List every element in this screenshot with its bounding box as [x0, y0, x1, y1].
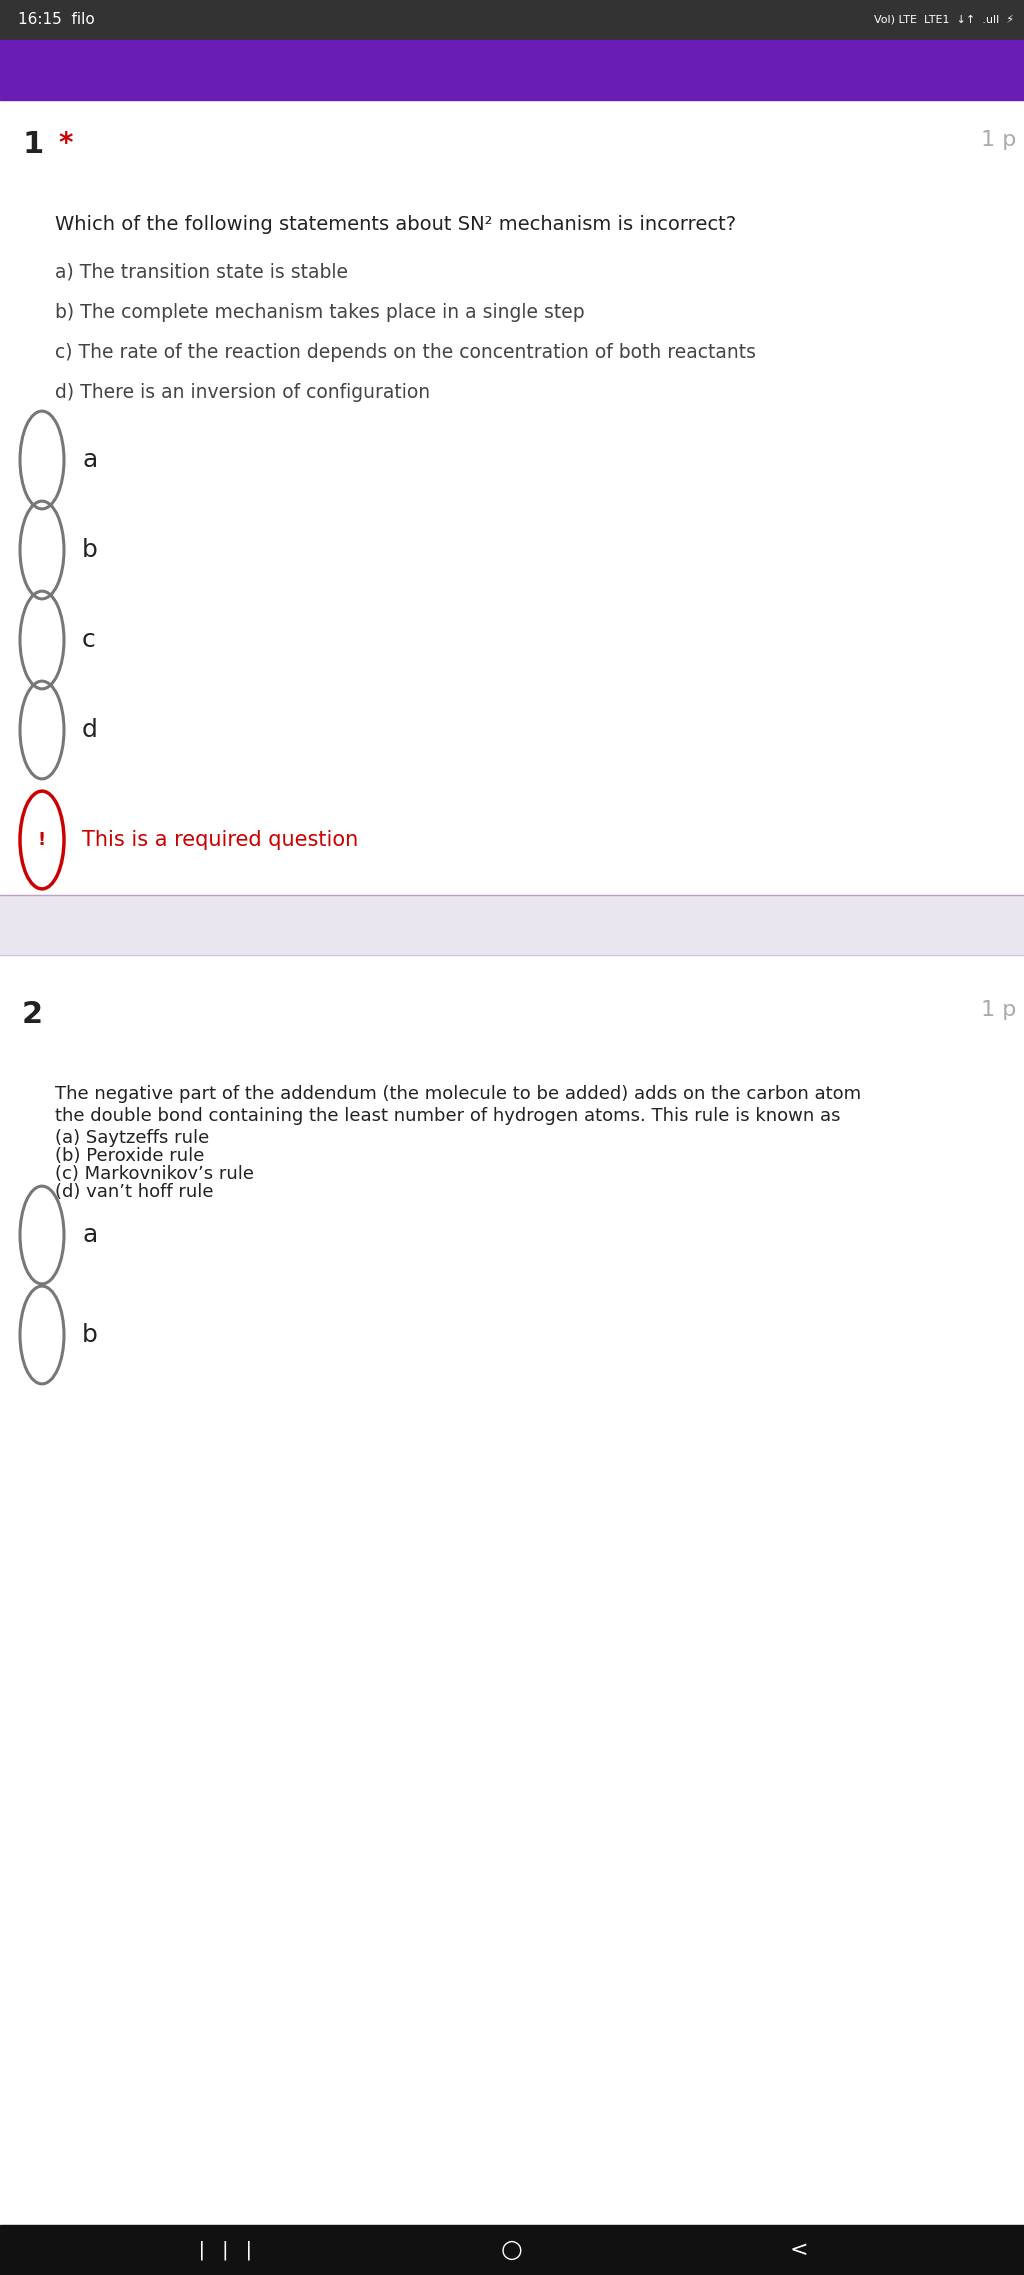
Text: (d) van’t hoff rule: (d) van’t hoff rule — [55, 1183, 213, 1201]
FancyBboxPatch shape — [0, 41, 1024, 100]
Text: Vol) LTE  LTE1  ↓↑  .ull  ⚡: Vol) LTE LTE1 ↓↑ .ull ⚡ — [874, 16, 1014, 25]
Text: 1 p: 1 p — [981, 1001, 1016, 1019]
Text: 2: 2 — [22, 1001, 43, 1028]
Text: !: ! — [38, 830, 46, 849]
Text: (b) Peroxide rule: (b) Peroxide rule — [55, 1147, 205, 1165]
Text: b: b — [82, 537, 98, 562]
Text: 16:15  filo: 16:15 filo — [18, 11, 95, 27]
Text: 1 p: 1 p — [981, 130, 1016, 150]
FancyBboxPatch shape — [0, 0, 1024, 41]
Text: 1: 1 — [22, 130, 43, 159]
Text: c) The rate of the reaction depends on the concentration of both reactants: c) The rate of the reaction depends on t… — [55, 344, 756, 362]
Text: b) The complete mechanism takes place in a single step: b) The complete mechanism takes place in… — [55, 303, 585, 323]
Text: *: * — [58, 130, 73, 157]
Text: The negative part of the addendum (the molecule to be added) adds on the carbon : The negative part of the addendum (the m… — [55, 1085, 861, 1103]
FancyBboxPatch shape — [0, 2225, 1024, 2275]
Text: (a) Saytzeffs rule: (a) Saytzeffs rule — [55, 1128, 209, 1147]
Text: <: < — [790, 2241, 808, 2259]
Text: d) There is an inversion of configuration: d) There is an inversion of configuratio… — [55, 382, 430, 403]
Text: d: d — [82, 719, 98, 742]
Text: the double bond containing the least number of hydrogen atoms. This rule is know: the double bond containing the least num… — [55, 1108, 841, 1126]
Text: ○: ○ — [501, 2239, 523, 2261]
Text: a: a — [82, 1224, 97, 1247]
Text: a: a — [82, 448, 97, 471]
Text: Which of the following statements about SN² mechanism is incorrect?: Which of the following statements about … — [55, 216, 736, 234]
Text: b: b — [82, 1324, 98, 1347]
Text: | | |: | | | — [196, 2241, 255, 2259]
Text: a) The transition state is stable: a) The transition state is stable — [55, 264, 348, 282]
Text: c: c — [82, 628, 96, 653]
FancyBboxPatch shape — [0, 894, 1024, 956]
Text: This is a required question: This is a required question — [82, 830, 358, 851]
Text: (c) Markovnikov’s rule: (c) Markovnikov’s rule — [55, 1165, 254, 1183]
